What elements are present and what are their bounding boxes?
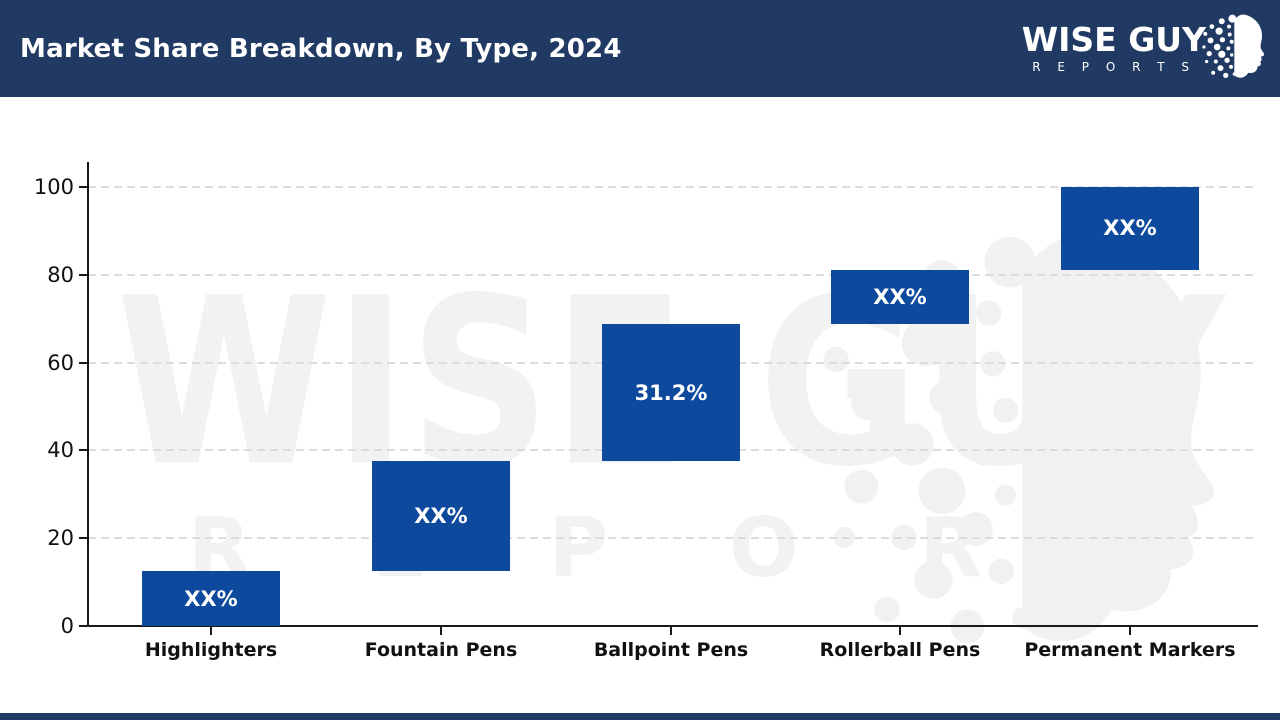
bar-permanent-markers: XX%: [1061, 187, 1199, 270]
header-bar: Market Share Breakdown, By Type, 2024 WI…: [0, 0, 1280, 97]
x-axis-label-permanent-markers: Permanent Markers: [1024, 639, 1236, 661]
y-axis: [87, 162, 89, 627]
y-tick-20: [79, 537, 87, 540]
x-axis: [87, 625, 1258, 627]
brand-name: WISE GUY: [1021, 20, 1206, 59]
x-tick-permanent-markers: [1129, 627, 1131, 635]
y-tick-60: [79, 361, 87, 364]
brand-text: WISE GUY R E P O R T S: [1022, 23, 1206, 74]
y-tick-40: [79, 449, 87, 452]
x-tick-ballpoint-pens: [670, 627, 672, 635]
bar-value-label-highlighters: XX%: [184, 586, 238, 611]
x-tick-fountain-pens: [440, 627, 442, 635]
gridline-20: [88, 537, 1258, 540]
x-axis-label-fountain-pens: Fountain Pens: [364, 639, 518, 661]
gridline-80: [88, 273, 1258, 276]
bar-ballpoint-pens: 31.2%: [602, 324, 740, 462]
bar-value-label-rollerball-pens: XX%: [873, 284, 927, 309]
x-axis-label-rollerball-pens: Rollerball Pens: [819, 639, 981, 661]
y-tick-label-0: 0: [60, 614, 74, 638]
x-axis-label-ballpoint-pens: Ballpoint Pens: [593, 639, 749, 661]
y-tick-label-100: 100: [33, 175, 74, 199]
footer-bar: [0, 713, 1280, 720]
bar-value-label-permanent-markers: XX%: [1103, 216, 1157, 241]
bar-rollerball-pens: XX%: [831, 269, 969, 325]
brand-logo: WISE GUY R E P O R T S: [1022, 12, 1266, 86]
y-tick-0: [79, 625, 87, 627]
y-tick-80: [79, 273, 87, 276]
y-tick-label-20: 20: [47, 526, 74, 551]
y-tick-100: [79, 186, 87, 188]
bar-value-label-fountain-pens: XX%: [414, 504, 468, 529]
x-tick-highlighters: [210, 627, 212, 635]
y-tick-label-40: 40: [47, 438, 74, 463]
brand-subtitle: R E P O R T S: [1032, 60, 1196, 74]
gridline-100: [88, 186, 1258, 188]
x-tick-rollerball-pens: [899, 627, 901, 635]
bar-fountain-pens: XX%: [372, 461, 510, 572]
y-tick-label-80: 80: [47, 262, 74, 287]
bar-highlighters: XX%: [142, 571, 280, 626]
x-axis-label-highlighters: Highlighters: [144, 639, 278, 661]
y-tick-label-60: 60: [47, 350, 74, 375]
chart-title: Market Share Breakdown, By Type, 2024: [20, 33, 622, 64]
bar-value-label-ballpoint-pens: 31.2%: [634, 380, 708, 405]
